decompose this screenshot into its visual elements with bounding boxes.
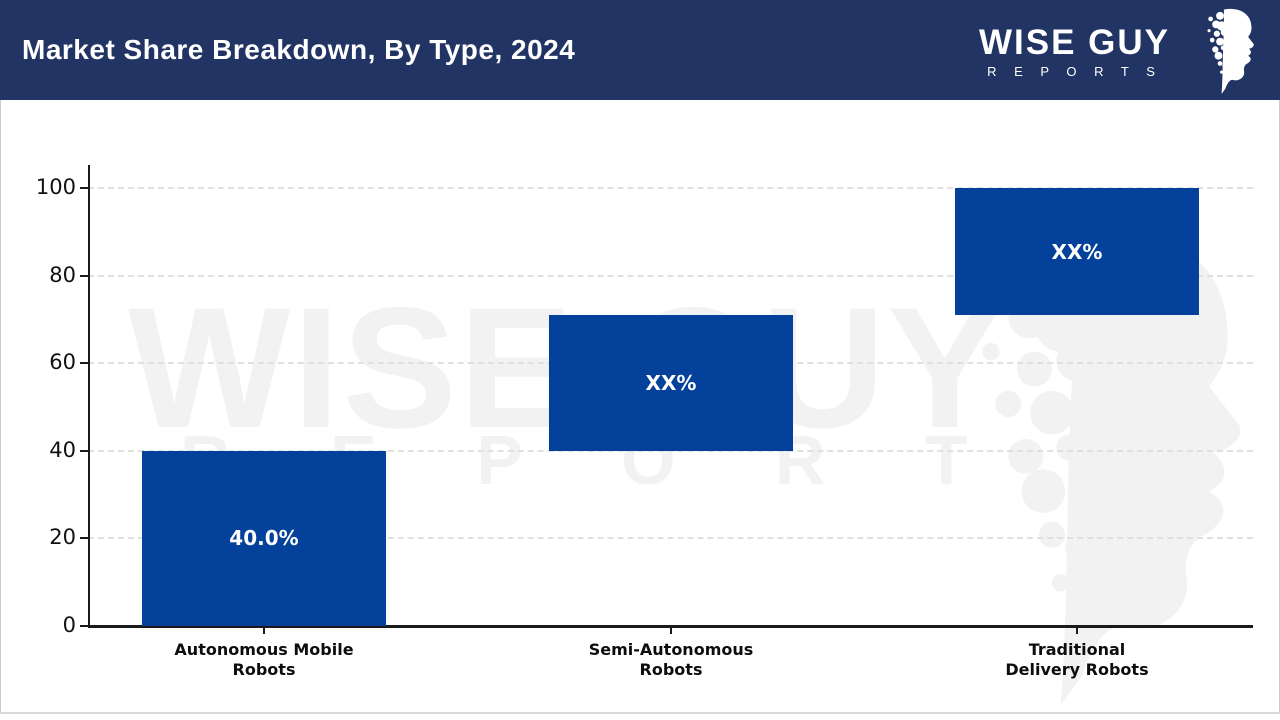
y-tick-mark [80, 362, 88, 365]
logo-wordmark: WISE GUY [978, 22, 1170, 62]
y-tick-label: 80 [49, 262, 76, 287]
y-tick-mark [80, 187, 88, 189]
bar-value-label: XX% [1051, 239, 1103, 264]
category-label-line: Delivery Robots [1005, 660, 1149, 679]
category-label: Semi-Autonomous Robots [531, 640, 811, 680]
category-label-line: Traditional [1028, 640, 1126, 659]
page-title: Market Share Breakdown, By Type, 2024 [22, 34, 576, 65]
y-tick-label: 0 [62, 613, 76, 637]
bar-segment: XX% [549, 315, 793, 451]
category-label: Autonomous Mobile Robots [124, 640, 404, 680]
category-label-line: Robots [639, 660, 703, 679]
category-label-line: Autonomous Mobile [174, 640, 354, 659]
category-label-line: Semi-Autonomous [588, 640, 754, 659]
gridline-20 [88, 537, 1253, 540]
gridline-40 [88, 449, 1253, 452]
footer-line [0, 712, 1280, 714]
category-label-line: Robots [232, 660, 296, 679]
y-tick-label: 20 [49, 525, 76, 550]
bar-value-label: 40.0% [229, 526, 299, 551]
logo-subtitle: R E P O R T S [987, 63, 1162, 79]
bar-segment: 40.0% [142, 450, 386, 626]
y-tick-mark [80, 274, 88, 277]
y-tick-mark [80, 537, 88, 540]
x-tick-mark [263, 626, 265, 634]
logo-head-icon [1207, 8, 1254, 94]
y-tick-mark [80, 625, 88, 627]
wise-guy-reports-logo: WISE GUY R E P O R T S [979, 8, 1266, 94]
left-edge-line [0, 100, 1, 714]
bar-value-label: XX% [645, 370, 697, 395]
bar-segment: XX% [955, 188, 1199, 316]
y-tick-mark [80, 449, 88, 452]
y-axis-line [88, 165, 90, 628]
x-tick-mark [1076, 626, 1078, 634]
category-label: Traditional Delivery Robots [937, 640, 1217, 680]
header-bar: Market Share Breakdown, By Type, 2024 WI… [0, 0, 1280, 100]
gridline-100 [88, 187, 1253, 189]
y-tick-label: 60 [49, 350, 76, 375]
y-tick-label: 40 [49, 437, 76, 462]
x-tick-mark [670, 626, 672, 634]
logo-text: WISE GUY R E P O R T S [979, 25, 1170, 78]
y-tick-label: 100 [35, 175, 76, 199]
gridline-80 [88, 274, 1253, 277]
